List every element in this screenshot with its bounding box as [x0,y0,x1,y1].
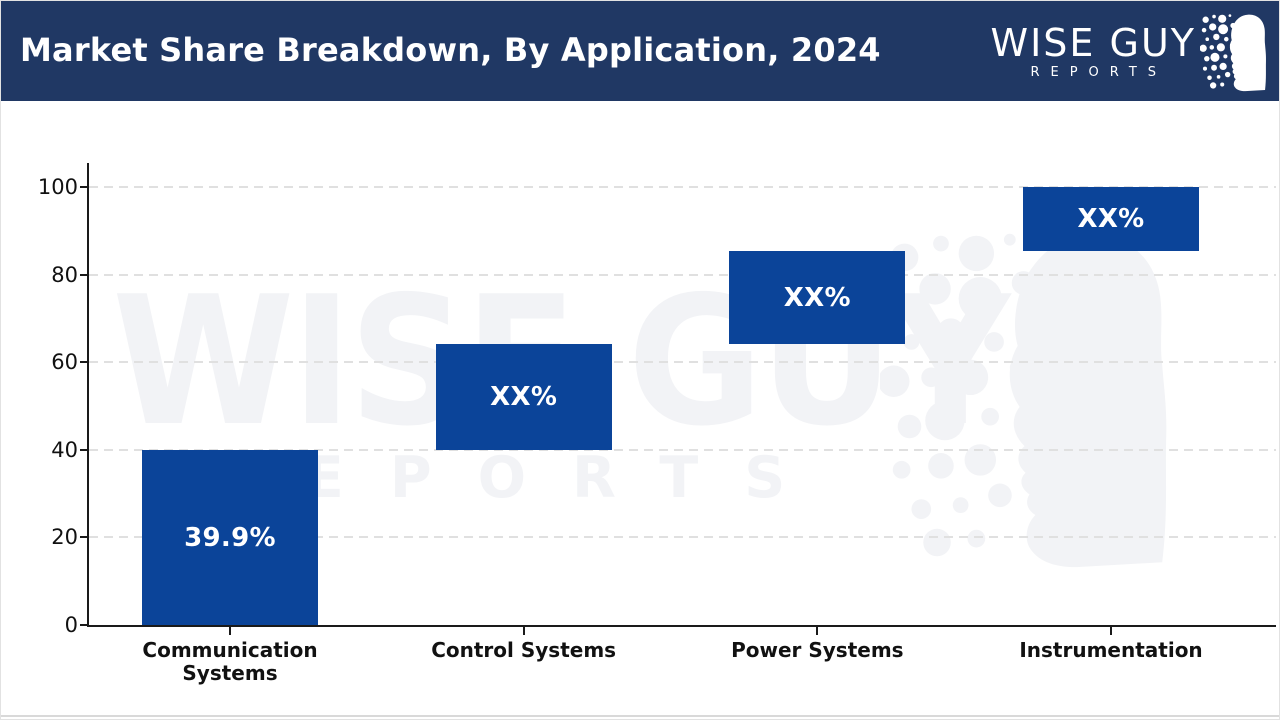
x-tick [522,627,525,635]
gridline [89,448,1276,451]
bar: 39.9% [142,450,318,625]
bar-label: 39.9% [184,522,276,553]
y-tick [80,448,88,451]
category-label: Communication Systems [142,638,318,685]
y-tick-label: 0 [64,613,78,637]
face-watermark-icon [880,233,1167,568]
gridline [89,186,1276,188]
y-tick-label: 80 [51,262,78,287]
logo: WISE GUY REPORTS [991,8,1268,96]
category-label: Power Systems [731,638,904,662]
y-tick [80,624,88,626]
y-tick-label: 20 [51,525,78,550]
x-tick [229,627,231,635]
x-axis [87,625,1276,627]
bar-label: XX% [490,382,558,413]
logo-face-icon [1200,14,1267,92]
y-tick [80,273,88,276]
chart-area: WISE GUY REPORTS 02040608010039.9%Commun… [0,101,1280,715]
y-tick [80,361,88,364]
bar-label: XX% [783,282,851,313]
category-label: Control Systems [431,638,617,662]
bar-label: XX% [1077,204,1145,235]
page-title: Market Share Breakdown, By Application, … [20,31,881,69]
y-tick-label: 100 [37,175,78,199]
category-label: Instrumentation [1019,638,1203,662]
header: Market Share Breakdown, By Application, … [0,0,1280,101]
y-tick-label: 40 [51,437,78,462]
y-axis [87,162,89,627]
y-tick [80,186,88,188]
bottom-divider [0,715,1280,717]
gridline [89,273,1276,276]
bar: XX% [729,251,906,345]
logo-text: WISE GUY REPORTS [991,23,1196,81]
logo-reports: REPORTS [1030,65,1168,80]
x-tick [1110,627,1112,635]
x-tick [816,627,819,635]
logo-wiseguy: WISE GUY [990,21,1196,65]
y-tick-label: 60 [51,350,78,375]
bar: XX% [1023,187,1199,252]
y-tick [80,536,88,539]
bar: XX% [435,344,612,451]
gridline [89,536,1276,539]
gridline [89,361,1276,364]
